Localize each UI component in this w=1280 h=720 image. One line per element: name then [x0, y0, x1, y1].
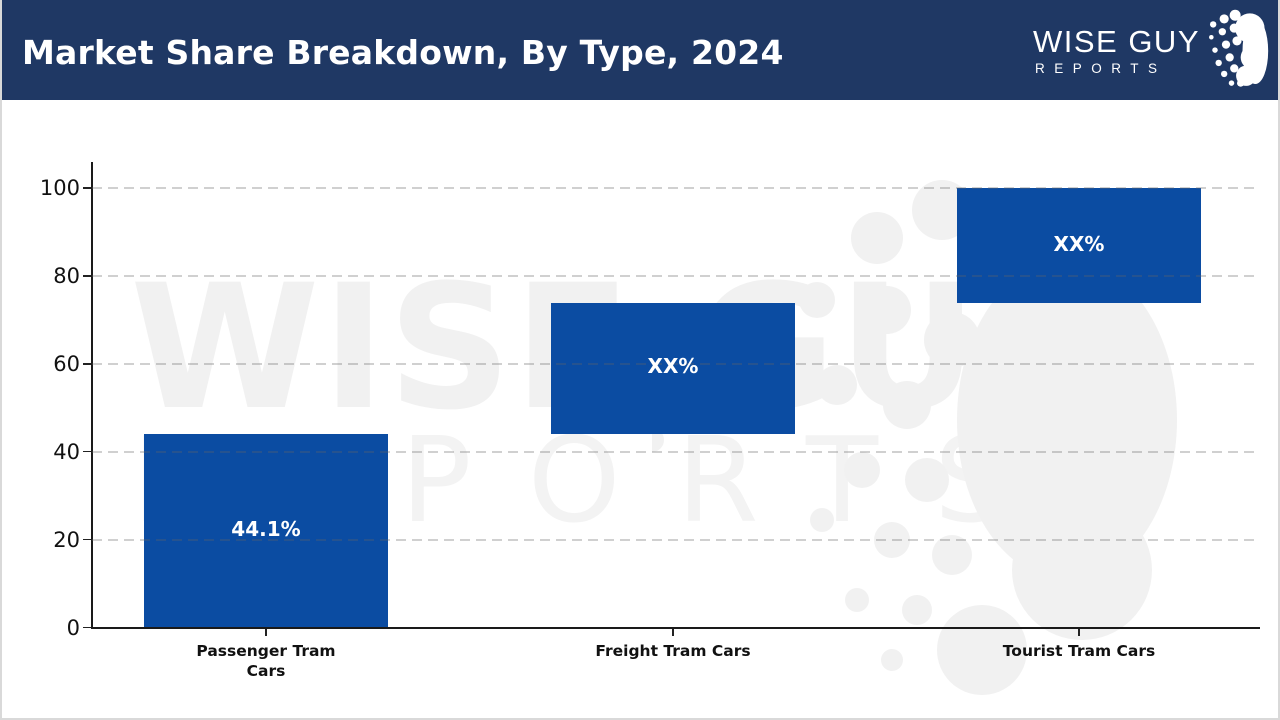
y-tick-mark — [83, 626, 91, 629]
logo-subtitle: REPORTS — [1034, 61, 1167, 76]
bar-value-label: 44.1% — [231, 516, 301, 541]
gridline — [92, 274, 1258, 277]
x-tick-mark — [265, 629, 267, 636]
logo-text: WISE GUY REPORTS — [1032, 24, 1200, 77]
x-category-label: Tourist Tram Cars — [1002, 642, 1156, 660]
x-tick-mark — [672, 629, 674, 636]
y-tick-label: 60 — [53, 351, 80, 376]
y-tick-label: 40 — [53, 439, 80, 464]
x-tick-mark — [1078, 629, 1080, 636]
x-axis-line — [90, 627, 1260, 629]
page-title: Market Share Breakdown, By Type, 2024 — [22, 33, 784, 72]
logo-wordmark: WISE GUY — [1032, 24, 1200, 59]
chart-bar — [144, 433, 388, 628]
y-tick-mark — [83, 450, 91, 453]
y-tick-mark — [83, 275, 91, 277]
logo-face-icon — [1209, 9, 1269, 87]
y-tick-label: 20 — [53, 527, 80, 552]
y-tick-mark — [83, 538, 91, 541]
gridline — [92, 362, 1258, 365]
bar-value-label: XX% — [1053, 231, 1105, 256]
y-tick-label: 100 — [39, 176, 80, 200]
header-bar: Market Share Breakdown, By Type, 2024 WI… — [2, 0, 1278, 100]
y-tick-mark — [83, 187, 91, 189]
wise-guy-logo: WISE GUY REPORTS — [1033, 8, 1270, 94]
chart-bar — [551, 303, 795, 434]
bar-value-label: XX% — [647, 354, 699, 379]
gridline — [92, 187, 1258, 189]
y-tick-label: 80 — [53, 263, 80, 288]
y-tick-label: 0 — [66, 615, 80, 640]
y-axis-line — [90, 162, 93, 629]
gridline — [92, 538, 1258, 541]
x-category-label: Passenger Tram Cars — [196, 642, 336, 680]
gridline — [92, 450, 1258, 453]
x-category-label: Freight Tram Cars — [595, 642, 751, 660]
y-tick-mark — [83, 363, 91, 365]
